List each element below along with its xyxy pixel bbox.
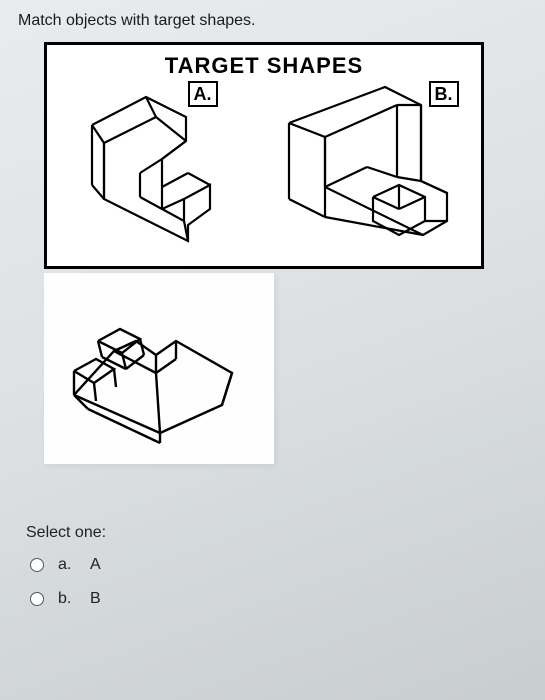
option-letter: a. <box>58 556 74 574</box>
target-title: TARGET SHAPES <box>47 53 481 79</box>
option-text: B <box>90 590 101 608</box>
option-letter: b. <box>58 590 74 608</box>
select-one-label: Select one: <box>26 524 527 542</box>
option-a[interactable]: a. A <box>30 556 527 574</box>
target-shapes-panel: TARGET SHAPES A. <box>44 42 484 269</box>
quiz-page: Match objects with target shapes. TARGET… <box>0 0 545 700</box>
object-shape-icon <box>44 281 264 451</box>
object-panel <box>44 273 274 464</box>
option-b[interactable]: b. B <box>30 590 527 608</box>
shape-b-label: B. <box>429 81 459 107</box>
radio-icon[interactable] <box>30 592 44 606</box>
shapes-row: A. <box>47 81 481 256</box>
question-text: Match objects with target shapes. <box>18 12 527 30</box>
option-text: A <box>90 556 101 574</box>
shape-a-cell: A. <box>64 81 244 256</box>
radio-icon[interactable] <box>30 558 44 572</box>
select-block: Select one: a. A b. B <box>26 524 527 608</box>
shape-a-label: A. <box>188 81 218 107</box>
shape-b-cell: B. <box>265 81 465 256</box>
